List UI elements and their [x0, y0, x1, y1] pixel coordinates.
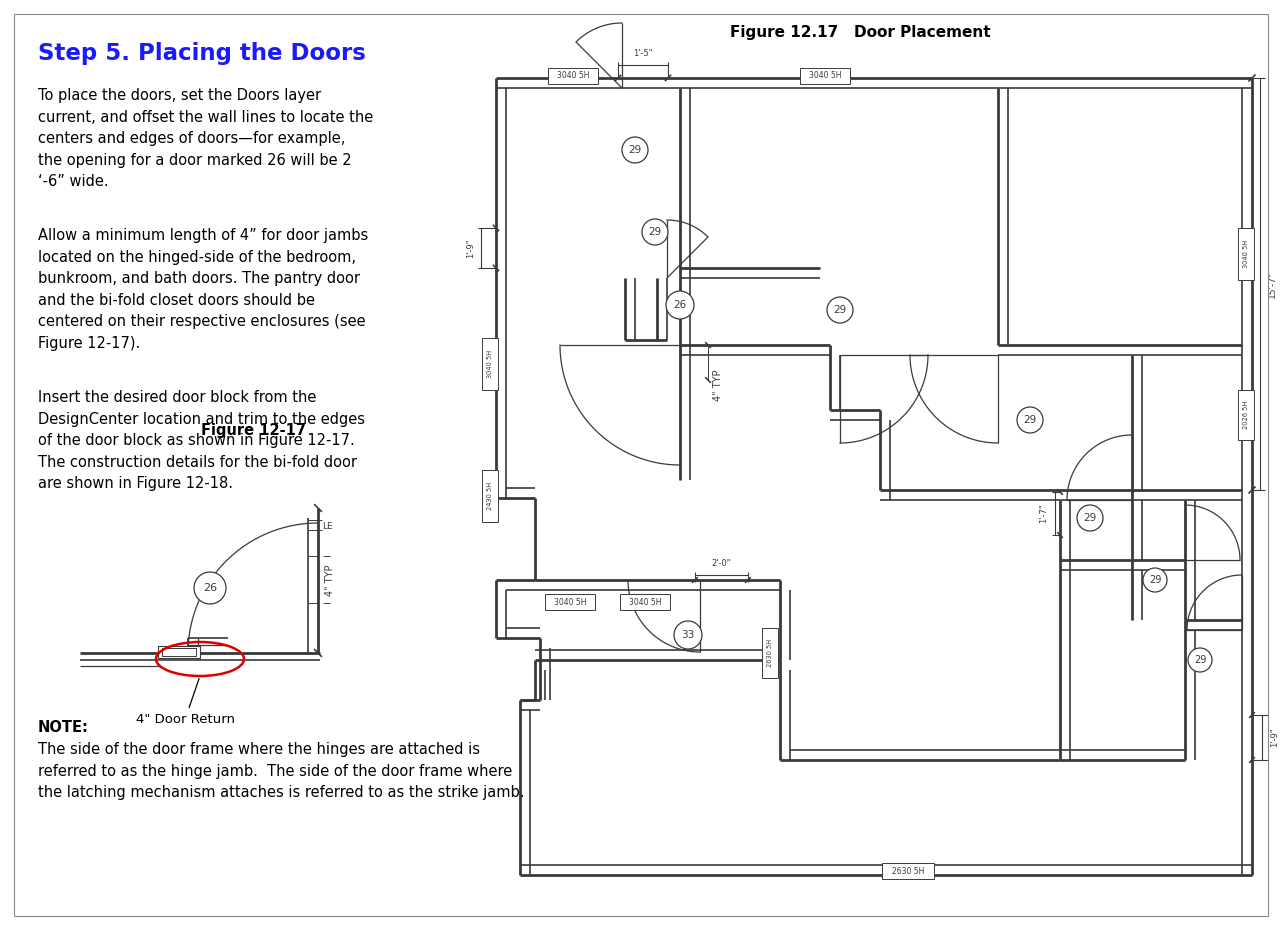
Text: 29: 29: [1083, 513, 1096, 523]
Text: Figure 12.17   Door Placement: Figure 12.17 Door Placement: [729, 25, 990, 40]
Text: Figure 12-17: Figure 12-17: [201, 422, 305, 437]
Bar: [158, 646, 200, 658]
Bar: [800, 68, 850, 84]
Text: 4" TYP: 4" TYP: [713, 369, 723, 401]
Circle shape: [1144, 568, 1167, 592]
Bar: [482, 338, 497, 390]
Text: 3040 5H: 3040 5H: [809, 72, 841, 81]
Text: 2026 5H: 2026 5H: [1244, 401, 1249, 429]
Circle shape: [642, 219, 668, 245]
Text: Insert the desired door block from the
DesignCenter location and trim to the edg: Insert the desired door block from the D…: [38, 390, 365, 491]
Circle shape: [667, 291, 694, 319]
Text: Allow a minimum length of 4” for door jambs
located on the hinged-side of the be: Allow a minimum length of 4” for door ja…: [38, 228, 368, 351]
Circle shape: [827, 297, 853, 323]
Text: 29: 29: [628, 145, 641, 155]
Text: 2430 5H: 2430 5H: [487, 482, 494, 510]
Text: 29: 29: [833, 305, 846, 315]
Bar: [1238, 228, 1254, 280]
Text: Step 5. Placing the Doors: Step 5. Placing the Doors: [38, 42, 365, 65]
Text: 33: 33: [681, 630, 695, 640]
Circle shape: [674, 621, 703, 649]
Text: 15'-7": 15'-7": [1268, 271, 1277, 298]
Text: 3040 5H: 3040 5H: [487, 350, 494, 379]
Text: 3040 5H: 3040 5H: [554, 597, 586, 606]
Text: NOTE:: NOTE:: [38, 720, 88, 735]
Text: 4" Door Return: 4" Door Return: [136, 679, 235, 726]
Text: 29: 29: [1023, 415, 1037, 425]
Bar: [162, 648, 196, 656]
Text: 3040 5H: 3040 5H: [556, 72, 590, 81]
Text: 1'-5": 1'-5": [633, 49, 653, 58]
Bar: [545, 594, 595, 610]
Text: 3040 5H: 3040 5H: [628, 597, 662, 606]
Circle shape: [194, 572, 226, 604]
Text: 1'-7": 1'-7": [1038, 503, 1047, 523]
Bar: [482, 470, 497, 522]
Text: 2630 5H: 2630 5H: [892, 867, 924, 875]
Text: 1'-9": 1'-9": [1270, 727, 1279, 747]
Text: The side of the door frame where the hinges are attached is
referred to as the h: The side of the door frame where the hin…: [38, 742, 524, 800]
Bar: [882, 863, 935, 879]
Text: 29: 29: [649, 227, 662, 237]
Bar: [547, 68, 597, 84]
Text: LE: LE: [322, 522, 332, 530]
Text: 3040 5H: 3040 5H: [1244, 240, 1249, 268]
Text: 26: 26: [673, 300, 687, 310]
Circle shape: [1077, 505, 1103, 531]
Text: 29: 29: [1149, 575, 1161, 585]
Text: 1'-9": 1'-9": [465, 238, 476, 258]
Bar: [620, 594, 670, 610]
Text: 2630 5H: 2630 5H: [767, 639, 773, 667]
Circle shape: [622, 137, 647, 163]
Text: 29: 29: [1194, 655, 1206, 665]
Circle shape: [1017, 407, 1044, 433]
Text: 2'-0": 2'-0": [712, 559, 731, 568]
Circle shape: [1188, 648, 1211, 672]
Text: To place the doors, set the Doors layer
current, and offset the wall lines to lo: To place the doors, set the Doors layer …: [38, 88, 373, 190]
Bar: [1238, 390, 1254, 440]
Text: 4" TYP: 4" TYP: [326, 565, 335, 596]
Text: 26: 26: [203, 583, 217, 593]
Bar: [762, 628, 778, 678]
